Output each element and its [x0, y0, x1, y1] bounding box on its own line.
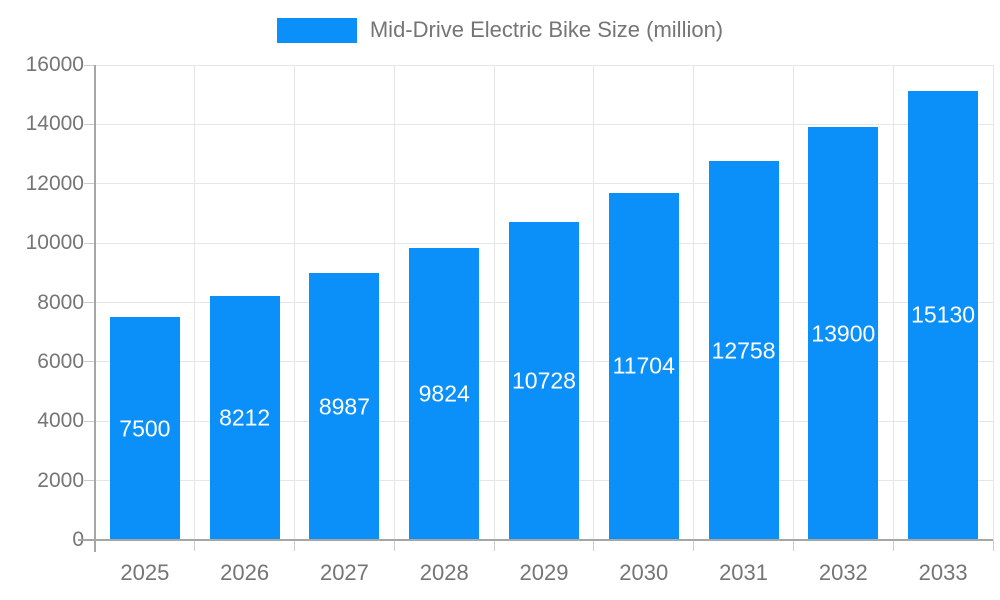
y-axis-line [94, 65, 96, 552]
y-gridline [95, 64, 993, 66]
y-tick [84, 361, 95, 363]
x-tick [992, 540, 994, 551]
bar-2032[interactable]: 13900 [808, 127, 879, 540]
x-axis-label: 2028 [419, 560, 469, 585]
bar-2027[interactable]: 8987 [309, 273, 380, 540]
y-axis-label: 8000 [37, 290, 84, 314]
legend[interactable]: Mid-Drive Electric Bike Size (million) [0, 17, 1000, 43]
bar-2029[interactable]: 10728 [509, 221, 579, 540]
plot-area: 0200040006000800010000120001400016000202… [26, 53, 994, 585]
y-axis-label: 4000 [37, 409, 84, 433]
y-tick [84, 420, 95, 422]
x-tick [693, 540, 695, 551]
x-tick [792, 540, 794, 551]
x-gridline [992, 65, 994, 540]
y-tick [84, 242, 95, 244]
x-gridline [493, 65, 495, 540]
x-axis-line [78, 539, 993, 541]
x-axis-label: 2029 [519, 560, 569, 585]
bar-value-label: 10728 [512, 367, 576, 394]
bar-2031[interactable]: 12758 [708, 161, 779, 540]
x-tick [593, 540, 595, 551]
bar-value-label: 9824 [418, 380, 470, 407]
y-axis-label: 12000 [25, 171, 84, 195]
y-axis-label: 16000 [25, 53, 84, 76]
bar-value-label: 12758 [711, 337, 776, 364]
y-gridline [95, 123, 993, 125]
y-tick [84, 64, 95, 66]
x-axis-label: 2033 [918, 560, 968, 585]
bar-2030[interactable]: 11704 [608, 192, 679, 540]
x-axis-label: 2032 [818, 560, 868, 585]
x-tick [493, 540, 495, 551]
y-axis-label: 14000 [25, 112, 84, 136]
x-axis-label: 2030 [619, 560, 669, 585]
y-tick [84, 302, 95, 303]
x-axis-label: 2031 [719, 560, 769, 585]
x-tick [892, 540, 894, 551]
x-tick [393, 540, 395, 551]
x-gridline [892, 65, 894, 540]
x-tick [294, 540, 296, 551]
x-gridline [194, 65, 196, 540]
bar-value-label: 8987 [318, 393, 371, 420]
bar-2025[interactable]: 7500 [109, 317, 180, 540]
x-gridline [393, 65, 395, 540]
y-gridline [95, 183, 993, 185]
legend-label: Mid-Drive Electric Bike Size (million) [369, 17, 724, 42]
legend-swatch [276, 17, 357, 43]
y-axis-label: 0 [0, 525, 84, 555]
x-tick [194, 540, 196, 551]
y-tick [84, 183, 95, 185]
bar-value-label: 15130 [911, 301, 976, 328]
bar-value-label: 11704 [612, 352, 675, 379]
x-axis-label: 2025 [120, 560, 170, 585]
x-axis-label: 2026 [220, 560, 270, 585]
x-axis-label: 2027 [319, 560, 369, 585]
x-gridline [294, 65, 296, 540]
x-gridline [593, 65, 595, 540]
bar-value-label: 7500 [119, 415, 171, 442]
bar-2033[interactable]: 15130 [908, 90, 979, 540]
x-gridline [792, 65, 794, 540]
bar-value-label: 8212 [219, 404, 271, 431]
y-tick [84, 480, 95, 482]
y-axis-label: 2000 [37, 468, 84, 492]
y-axis-label: 6000 [37, 349, 84, 373]
y-tick [84, 123, 95, 125]
y-axis-label: 10000 [25, 231, 84, 255]
x-gridline [693, 65, 695, 540]
bar-2026[interactable]: 8212 [209, 296, 280, 540]
bar-value-label: 13900 [811, 320, 876, 347]
bar-2028[interactable]: 9824 [409, 248, 480, 540]
